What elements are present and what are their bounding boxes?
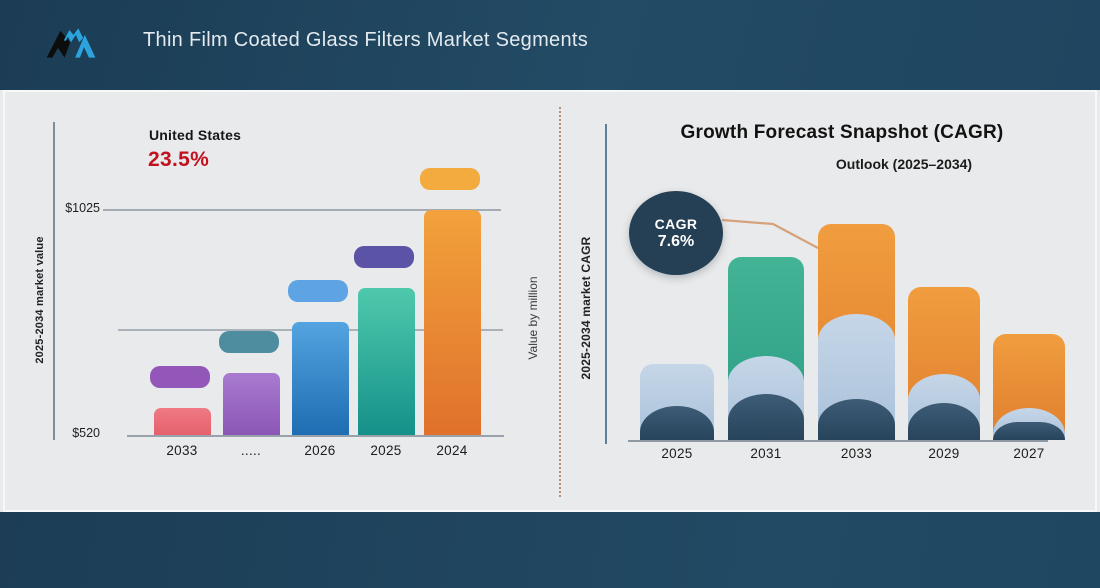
left-gridline-1025 <box>103 209 501 211</box>
cagr-segment-navy <box>818 399 895 440</box>
region-label: United States <box>149 127 242 143</box>
cagr-bar-2033 <box>818 224 895 440</box>
cagr-badge: CAGR 7.6% <box>629 191 723 275</box>
page-title: Thin Film Coated Glass Filters Market Se… <box>143 29 589 51</box>
right-x-label-2033: 2033 <box>840 446 873 461</box>
us-bar-2025 <box>357 288 415 436</box>
us-bar-cap-2024 <box>419 167 480 190</box>
us-bar-cap-2033 <box>149 365 210 388</box>
cagr-segment-navy <box>640 406 714 440</box>
header-bar: Thin Film Coated Glass Filters Market Se… <box>0 0 1100 90</box>
footer-bar: @ All Market Analysis Snapshot GlobalThi… <box>0 512 1100 588</box>
left-y-axis-title: 2025-2034 market value <box>34 236 46 364</box>
left-x-label-2025: 2025 <box>370 443 402 458</box>
left-x-axis-line <box>127 435 504 437</box>
cagr-bar-2025 <box>640 364 714 440</box>
cagr-connector-line <box>721 218 819 249</box>
right-x-label-2025: 2025 <box>661 446 693 461</box>
us-bar-2033 <box>153 407 211 436</box>
right-x-label-2029: 2029 <box>928 446 960 461</box>
cagr-badge-label: CAGR <box>654 215 698 232</box>
divider-label: Value by million <box>526 276 540 360</box>
us-bar-2024 <box>423 210 481 436</box>
left-x-label-.....: ..... <box>240 443 262 458</box>
right-x-label-2031: 2031 <box>750 446 782 461</box>
us-bar-cap-..... <box>218 331 279 354</box>
us-bar-2026 <box>291 321 349 436</box>
right-x-label-2027: 2027 <box>1013 446 1045 461</box>
region-growth-value: 23.5% <box>148 148 210 171</box>
left-tick-1025: $1025 <box>65 201 100 215</box>
us-bar-cap-2026 <box>287 279 348 302</box>
left-y-axis-line <box>53 122 55 440</box>
ama-logo-icon <box>46 28 96 58</box>
left-x-label-2024: 2024 <box>436 443 468 458</box>
cagr-badge-value: 7.6% <box>657 232 695 250</box>
forecast-subtitle: Outlook (2025–2034) <box>835 156 973 172</box>
right-x-axis-line <box>628 440 1048 442</box>
left-tick-520: $520 <box>72 426 100 440</box>
left-x-label-2026: 2026 <box>304 443 336 458</box>
cagr-segment-navy <box>993 422 1065 440</box>
cagr-segment-navy <box>728 394 804 440</box>
left-x-label-2033: 2033 <box>166 443 198 458</box>
cagr-segment-navy <box>908 403 980 440</box>
cagr-bar-2029 <box>908 287 980 440</box>
us-bar-..... <box>222 373 280 436</box>
cagr-bar-2027 <box>993 334 1065 440</box>
forecast-title: Growth Forecast Snapshot (CAGR) <box>680 122 1004 143</box>
panel-divider <box>559 107 561 497</box>
right-y-axis-title: 2025-2034 market CAGR <box>579 236 593 380</box>
right-y-axis-line <box>605 124 607 444</box>
cagr-bar-2031 <box>728 257 804 440</box>
us-bar-cap-2025 <box>353 246 414 269</box>
